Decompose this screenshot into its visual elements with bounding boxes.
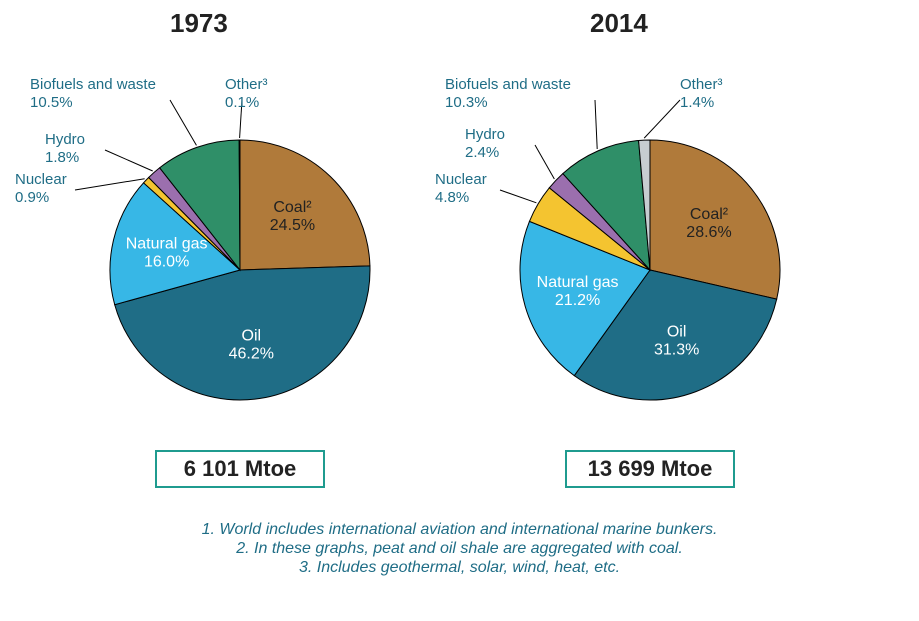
callout-label-biofuels: Biofuels and waste <box>445 76 571 93</box>
year-title-2014: 2014 <box>590 8 648 39</box>
callout-label-biofuels: Biofuels and waste <box>30 76 156 93</box>
callout-label-hydro: Hydro <box>45 131 85 148</box>
footnote-1: 1. World includes international aviation… <box>0 521 919 539</box>
slice-label-coal: Coal² <box>273 199 312 216</box>
callout-value-nuclear: 0.9% <box>15 189 49 206</box>
footnote-3: 3. Includes geothermal, solar, wind, hea… <box>0 559 919 577</box>
slice-label-natural_gas: Natural gas <box>126 236 208 253</box>
callout-label-other: Other³ <box>225 76 268 93</box>
slice-label-oil: Oil <box>242 328 262 345</box>
callout-line-other <box>644 100 680 138</box>
callout-value-other: 1.4% <box>680 94 714 111</box>
callout-value-hydro: 1.8% <box>45 149 79 166</box>
callout-line-hydro <box>105 150 153 171</box>
total-box-1973: 6 101 Mtoe <box>155 450 325 488</box>
callout-line-biofuels <box>595 100 597 149</box>
callout-value-hydro: 2.4% <box>465 144 499 161</box>
year-title-1973: 1973 <box>170 8 228 39</box>
callout-line-nuclear <box>75 179 145 190</box>
callout-value-other: 0.1% <box>225 94 259 111</box>
pie-charts-row: Coal²24.5%Oil46.2%Natural gas16.0%Nuclea… <box>0 60 919 465</box>
callout-line-nuclear <box>500 190 536 203</box>
callout-line-hydro <box>535 145 554 179</box>
callout-line-biofuels <box>170 100 196 145</box>
callout-label-other: Other³ <box>680 76 723 93</box>
chart-page: { "background_color":"#ffffff", "title_f… <box>0 0 919 621</box>
callout-value-biofuels: 10.3% <box>445 94 488 111</box>
pies-svg: Coal²24.5%Oil46.2%Natural gas16.0%Nuclea… <box>0 60 919 460</box>
slice-value-coal: 24.5% <box>270 217 315 234</box>
callout-value-biofuels: 10.5% <box>30 94 73 111</box>
slice-value-coal: 28.6% <box>686 224 731 241</box>
callout-label-nuclear: Nuclear <box>15 171 67 188</box>
callout-label-nuclear: Nuclear <box>435 171 487 188</box>
slice-value-oil: 31.3% <box>654 342 699 359</box>
slice-value-natural_gas: 16.0% <box>144 254 189 271</box>
footnote-2: 2. In these graphs, peat and oil shale a… <box>0 540 919 558</box>
callout-value-nuclear: 4.8% <box>435 189 469 206</box>
total-box-2014: 13 699 Mtoe <box>565 450 735 488</box>
slice-label-natural_gas: Natural gas <box>537 274 619 291</box>
callout-label-hydro: Hydro <box>465 126 505 143</box>
footnotes: 1. World includes international aviation… <box>0 520 919 578</box>
slice-value-natural_gas: 21.2% <box>555 292 600 309</box>
slice-label-oil: Oil <box>667 324 687 341</box>
slice-label-coal: Coal² <box>690 206 729 223</box>
slice-value-oil: 46.2% <box>229 346 274 363</box>
